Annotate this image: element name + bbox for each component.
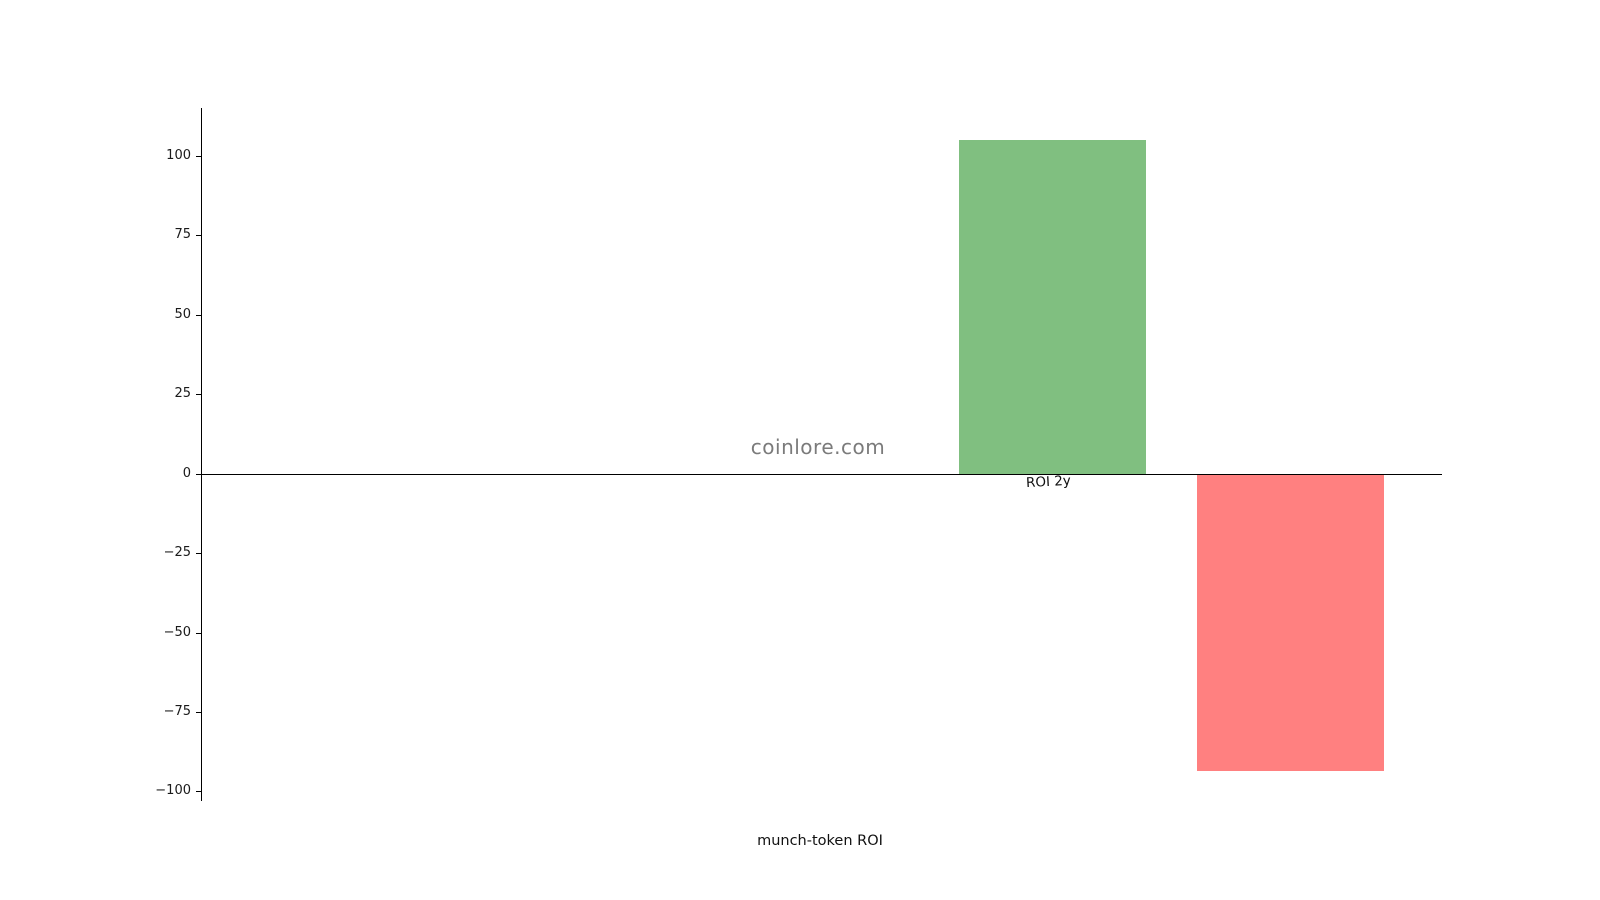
y-tick-label: 25	[174, 386, 191, 401]
y-tick-label: −50	[163, 625, 191, 640]
y-tick-mark	[196, 712, 201, 713]
y-tick-mark	[196, 315, 201, 316]
y-tick-mark	[196, 156, 201, 157]
y-tick-mark	[196, 235, 201, 236]
y-tick-mark	[196, 633, 201, 634]
y-tick-label: 0	[182, 466, 191, 481]
bar-positive	[959, 140, 1146, 474]
y-axis-line	[201, 108, 202, 801]
watermark: coinlore.com	[750, 435, 886, 459]
y-tick-mark	[196, 394, 201, 395]
y-tick-label: −100	[155, 783, 191, 798]
bar-negative	[1197, 475, 1384, 771]
y-tick-mark	[196, 474, 201, 475]
y-tick-label: 100	[166, 148, 191, 163]
y-tick-mark	[196, 553, 201, 554]
x-axis-zero-line	[201, 474, 1442, 475]
y-tick-label: 75	[174, 227, 191, 242]
y-tick-label: −75	[163, 704, 191, 719]
chart-title: munch-token ROI	[757, 833, 883, 849]
y-tick-label: 50	[174, 307, 191, 322]
y-tick-label: −25	[163, 545, 191, 560]
y-tick-mark	[196, 791, 201, 792]
